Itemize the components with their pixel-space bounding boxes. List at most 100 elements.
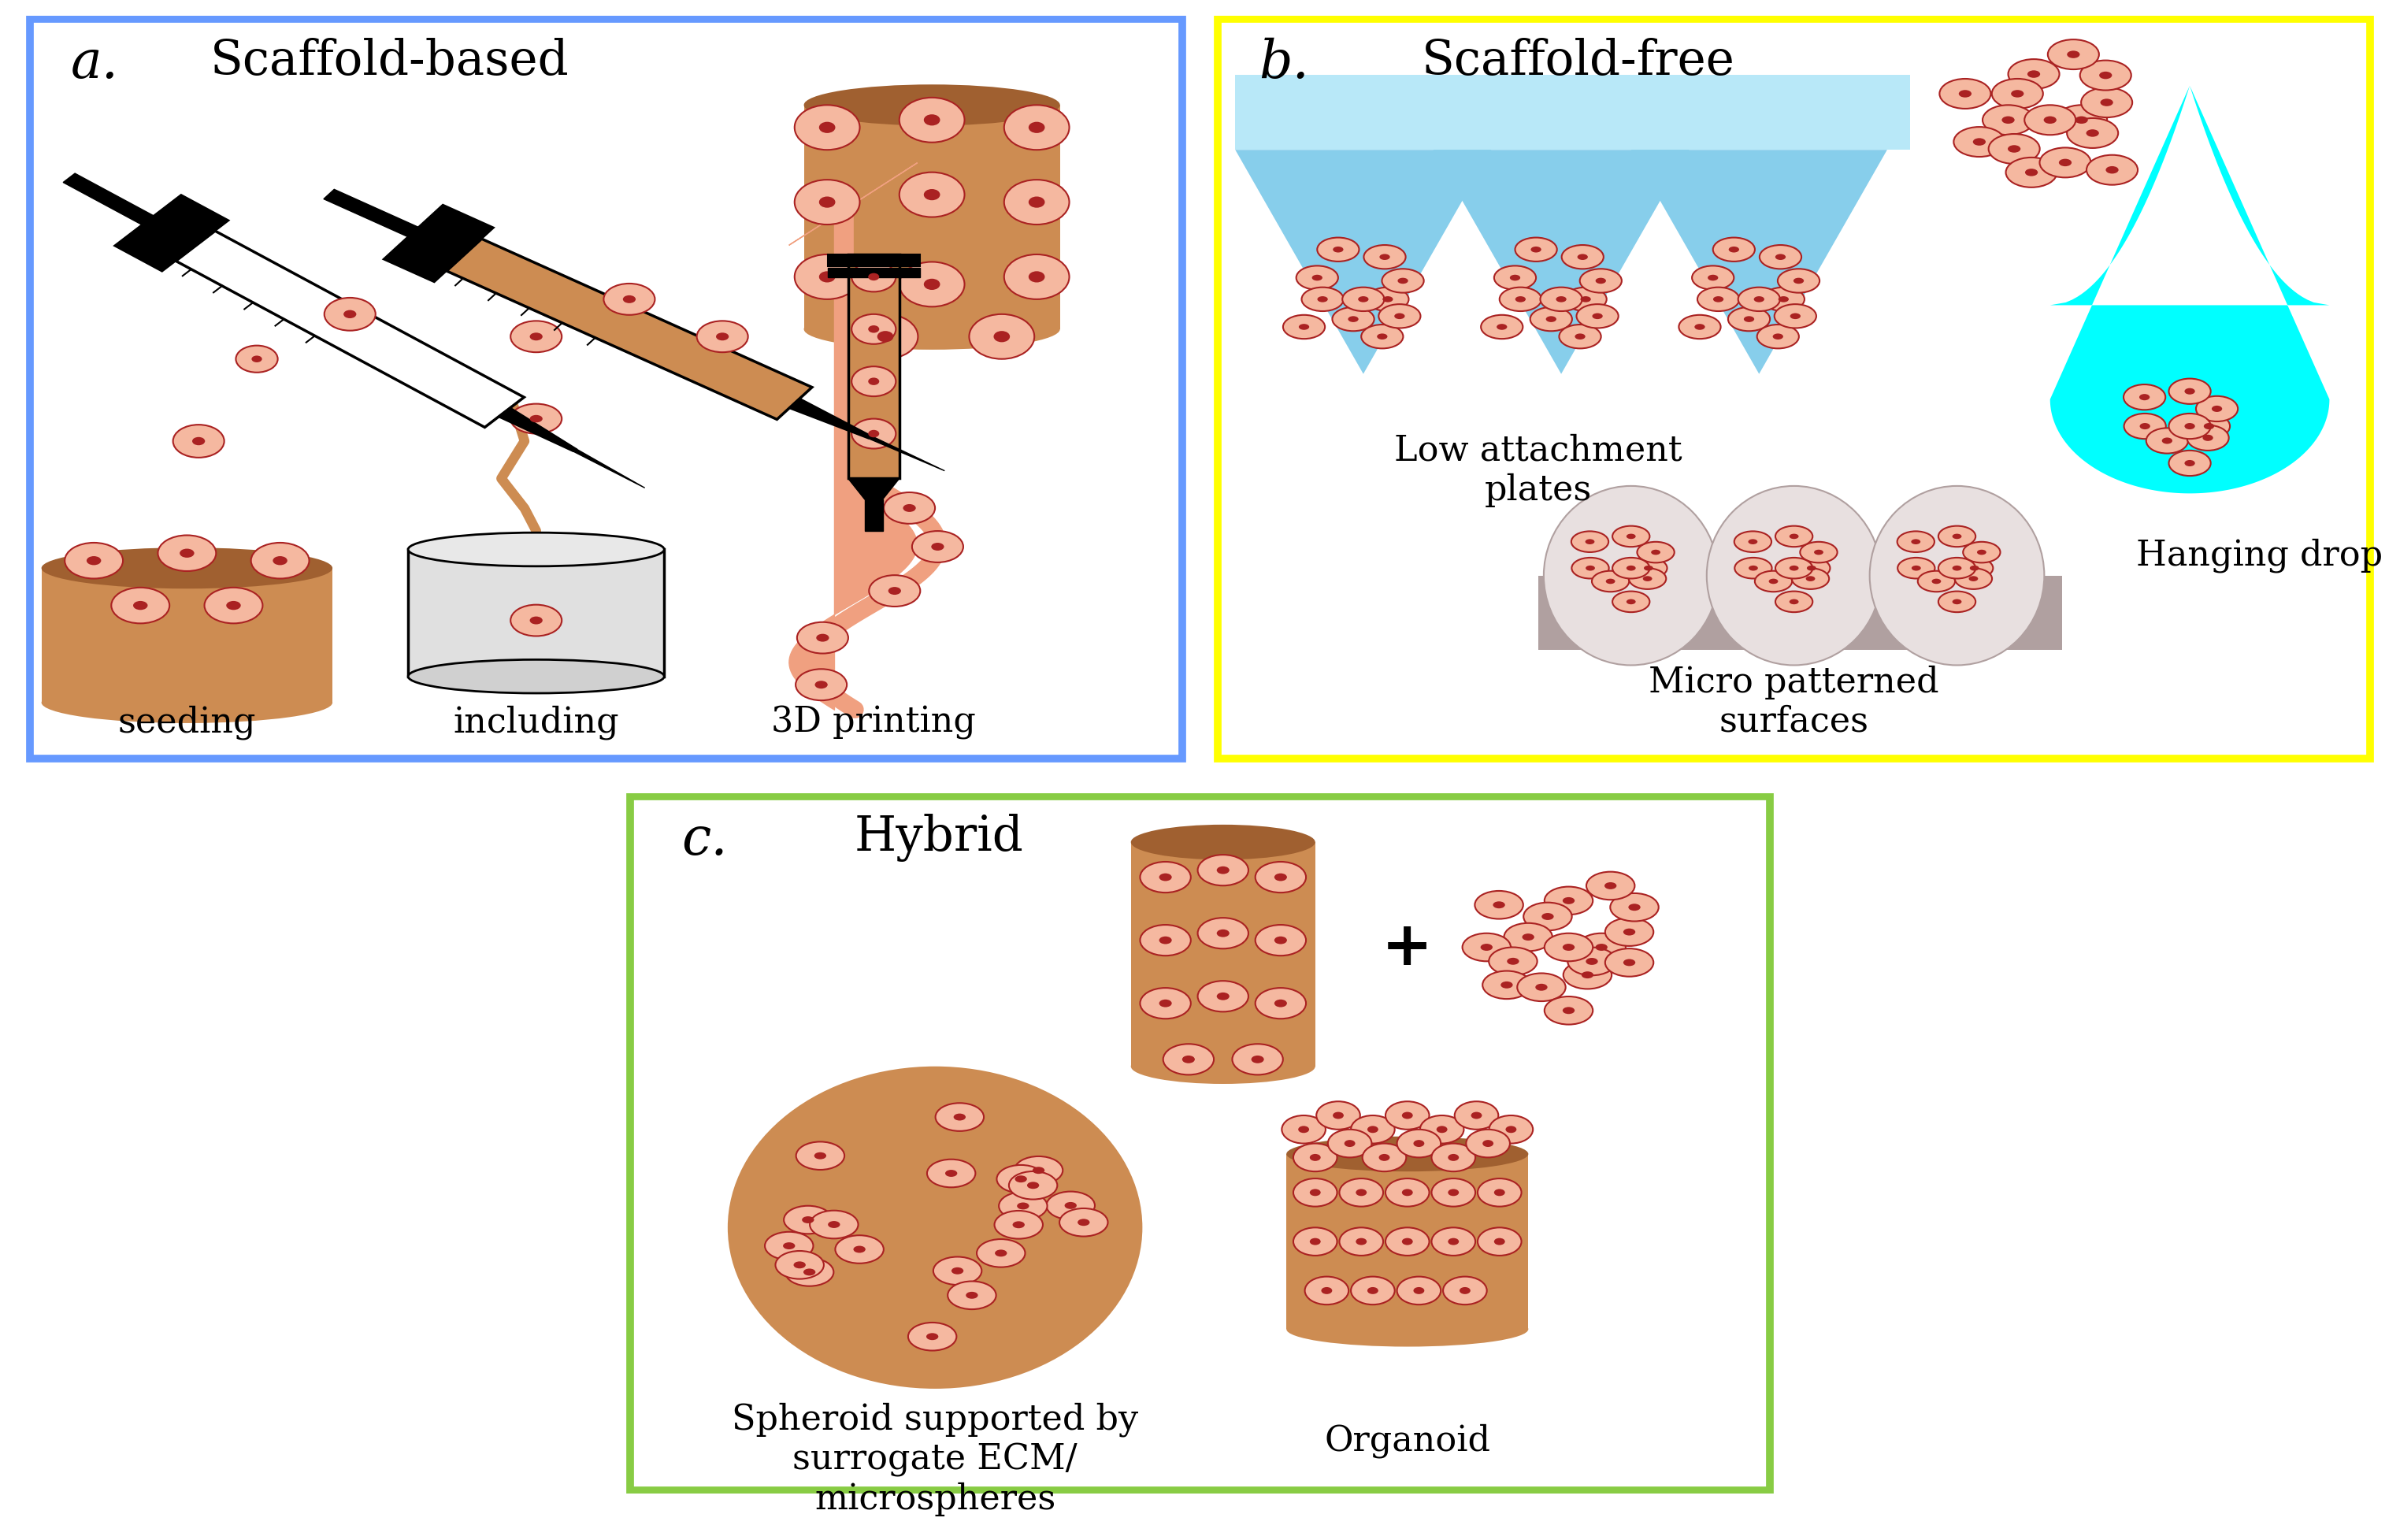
Ellipse shape	[1750, 565, 1757, 571]
Text: including: including	[454, 705, 619, 739]
Ellipse shape	[2170, 379, 2210, 403]
Ellipse shape	[2086, 129, 2100, 137]
Ellipse shape	[869, 377, 878, 385]
Ellipse shape	[1284, 314, 1325, 339]
Ellipse shape	[900, 262, 965, 306]
Ellipse shape	[1790, 313, 1800, 319]
Ellipse shape	[900, 97, 965, 142]
Polygon shape	[115, 194, 228, 271]
Ellipse shape	[1483, 970, 1531, 999]
Polygon shape	[2050, 86, 2330, 493]
Ellipse shape	[235, 345, 278, 373]
Polygon shape	[1236, 149, 1490, 374]
Ellipse shape	[1562, 961, 1613, 989]
Ellipse shape	[204, 588, 262, 624]
Ellipse shape	[1198, 918, 1248, 949]
Ellipse shape	[2170, 451, 2210, 476]
Ellipse shape	[900, 172, 965, 217]
Ellipse shape	[1762, 288, 1805, 311]
Ellipse shape	[1531, 246, 1541, 253]
Ellipse shape	[1078, 1218, 1090, 1226]
Ellipse shape	[924, 189, 941, 200]
Ellipse shape	[1274, 999, 1286, 1007]
Ellipse shape	[926, 1334, 938, 1340]
Ellipse shape	[1382, 270, 1423, 293]
Ellipse shape	[1159, 873, 1171, 881]
Ellipse shape	[802, 1217, 814, 1223]
Ellipse shape	[696, 320, 749, 353]
Ellipse shape	[1541, 913, 1553, 919]
Ellipse shape	[924, 279, 941, 290]
Ellipse shape	[1565, 288, 1606, 311]
Ellipse shape	[274, 556, 288, 565]
Ellipse shape	[1541, 288, 1582, 311]
Ellipse shape	[1027, 1181, 1039, 1189]
Ellipse shape	[2081, 60, 2131, 91]
Ellipse shape	[1622, 929, 1634, 935]
Ellipse shape	[1217, 867, 1229, 875]
Polygon shape	[1632, 149, 1886, 374]
Ellipse shape	[1030, 271, 1044, 282]
Ellipse shape	[2066, 119, 2119, 148]
Ellipse shape	[1536, 984, 1548, 990]
Ellipse shape	[1951, 565, 1961, 571]
Text: Scaffold-based: Scaffold-based	[211, 38, 569, 85]
Ellipse shape	[1778, 270, 1819, 293]
Ellipse shape	[1332, 246, 1344, 253]
Ellipse shape	[715, 333, 730, 340]
Ellipse shape	[2100, 71, 2112, 79]
Ellipse shape	[1709, 274, 1718, 280]
Ellipse shape	[1567, 947, 1615, 975]
Ellipse shape	[1870, 487, 2045, 665]
Ellipse shape	[996, 1249, 1008, 1257]
Ellipse shape	[794, 254, 859, 299]
Ellipse shape	[1471, 1112, 1481, 1120]
Ellipse shape	[1255, 926, 1306, 956]
FancyBboxPatch shape	[1236, 75, 1910, 149]
Ellipse shape	[994, 331, 1010, 342]
Ellipse shape	[1414, 1140, 1423, 1147]
Ellipse shape	[2002, 116, 2014, 123]
Ellipse shape	[1339, 1178, 1382, 1206]
Ellipse shape	[2026, 169, 2038, 176]
Ellipse shape	[869, 273, 878, 280]
Ellipse shape	[996, 1164, 1044, 1194]
Ellipse shape	[1692, 266, 1733, 290]
Ellipse shape	[1380, 254, 1390, 260]
Ellipse shape	[852, 262, 895, 291]
Ellipse shape	[1754, 571, 1793, 591]
Ellipse shape	[1939, 79, 1990, 109]
Ellipse shape	[1577, 305, 1618, 328]
Ellipse shape	[1349, 316, 1358, 322]
Ellipse shape	[1164, 1044, 1214, 1075]
Ellipse shape	[1644, 576, 1651, 581]
Ellipse shape	[1572, 531, 1608, 553]
Ellipse shape	[814, 1152, 826, 1160]
Ellipse shape	[1363, 1143, 1406, 1172]
Ellipse shape	[1546, 933, 1594, 961]
Ellipse shape	[1754, 296, 1764, 302]
Ellipse shape	[1939, 525, 1975, 547]
Ellipse shape	[1586, 872, 1634, 899]
Ellipse shape	[1495, 266, 1536, 290]
Ellipse shape	[816, 634, 828, 642]
Ellipse shape	[624, 296, 636, 303]
Ellipse shape	[1447, 1238, 1459, 1244]
Ellipse shape	[1310, 1238, 1320, 1244]
Ellipse shape	[998, 1192, 1046, 1220]
Ellipse shape	[1430, 1143, 1476, 1172]
Ellipse shape	[1140, 987, 1190, 1019]
Ellipse shape	[797, 668, 847, 701]
Ellipse shape	[1586, 539, 1594, 544]
Ellipse shape	[1951, 599, 1961, 604]
Ellipse shape	[252, 542, 310, 579]
Ellipse shape	[1274, 873, 1286, 881]
Ellipse shape	[1954, 568, 1992, 590]
Ellipse shape	[902, 504, 917, 511]
Ellipse shape	[924, 114, 941, 126]
Ellipse shape	[343, 310, 355, 319]
Ellipse shape	[2066, 51, 2081, 59]
Ellipse shape	[2057, 105, 2107, 136]
Ellipse shape	[1198, 855, 1248, 886]
Ellipse shape	[1318, 296, 1327, 302]
